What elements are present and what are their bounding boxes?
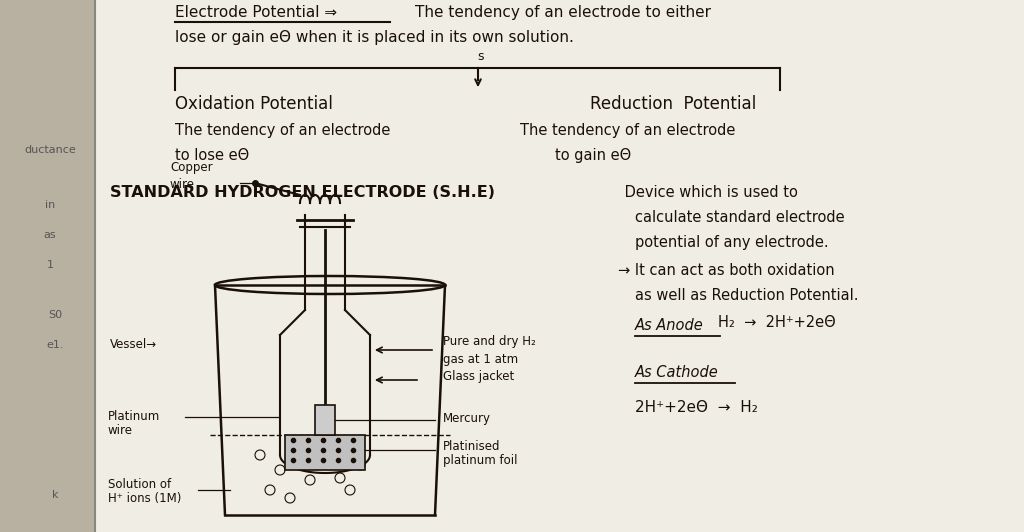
Text: ductance: ductance [25,145,76,155]
Text: e1.: e1. [46,340,63,350]
Text: H⁺ ions (1M): H⁺ ions (1M) [108,492,181,505]
Text: H₂  →  2H⁺+2eΘ: H₂ → 2H⁺+2eΘ [718,315,836,330]
Text: 1: 1 [46,260,53,270]
Text: as well as Reduction Potential.: as well as Reduction Potential. [635,288,858,303]
Text: Mercury: Mercury [443,412,490,425]
Text: 2H⁺+2eΘ  →  H₂: 2H⁺+2eΘ → H₂ [635,400,758,415]
Text: Electrode Potential ⇒: Electrode Potential ⇒ [175,5,337,20]
Bar [315,405,335,435]
Text: to gain eΘ: to gain eΘ [555,148,631,163]
Text: Reduction  Potential: Reduction Potential [590,95,757,113]
Text: potential of any electrode.: potential of any electrode. [635,235,828,250]
Bar [285,435,365,470]
Text: As Cathode: As Cathode [635,365,719,380]
Text: gas at 1 atm: gas at 1 atm [443,353,518,366]
Text: The tendency of an electrode: The tendency of an electrode [175,123,390,138]
Text: STANDARD HYDROGEN ELECTRODE (S.H.E): STANDARD HYDROGEN ELECTRODE (S.H.E) [110,185,495,200]
Text: Copper: Copper [170,162,213,174]
Text: Device which is used to: Device which is used to [620,185,798,200]
Text: S0: S0 [48,310,62,320]
Bar [0,0,95,532]
Text: Oxidation Potential: Oxidation Potential [175,95,333,113]
Text: Glass jacket: Glass jacket [443,370,514,383]
Text: lose or gain eΘ when it is placed in its own solution.: lose or gain eΘ when it is placed in its… [175,30,573,45]
Text: k: k [52,490,58,500]
Text: → It can act as both oxidation: → It can act as both oxidation [618,263,835,278]
Text: The tendency of an electrode to either: The tendency of an electrode to either [415,5,711,20]
Text: Platinum: Platinum [108,410,160,423]
Text: As Anode: As Anode [635,318,703,333]
Text: in: in [45,200,55,210]
Text: s: s [478,50,484,63]
Text: wire: wire [170,179,195,192]
Text: The tendency of an electrode: The tendency of an electrode [520,123,735,138]
Text: calculate standard electrode: calculate standard electrode [635,210,845,225]
Text: Pure and dry H₂: Pure and dry H₂ [443,335,536,348]
Text: to lose eΘ: to lose eΘ [175,148,249,163]
Text: as: as [44,230,56,240]
Text: platinum foil: platinum foil [443,454,517,467]
Text: Vessel→: Vessel→ [110,338,157,352]
Text: Solution of: Solution of [108,478,171,491]
Text: Platinised: Platinised [443,440,501,453]
Text: wire: wire [108,424,133,437]
